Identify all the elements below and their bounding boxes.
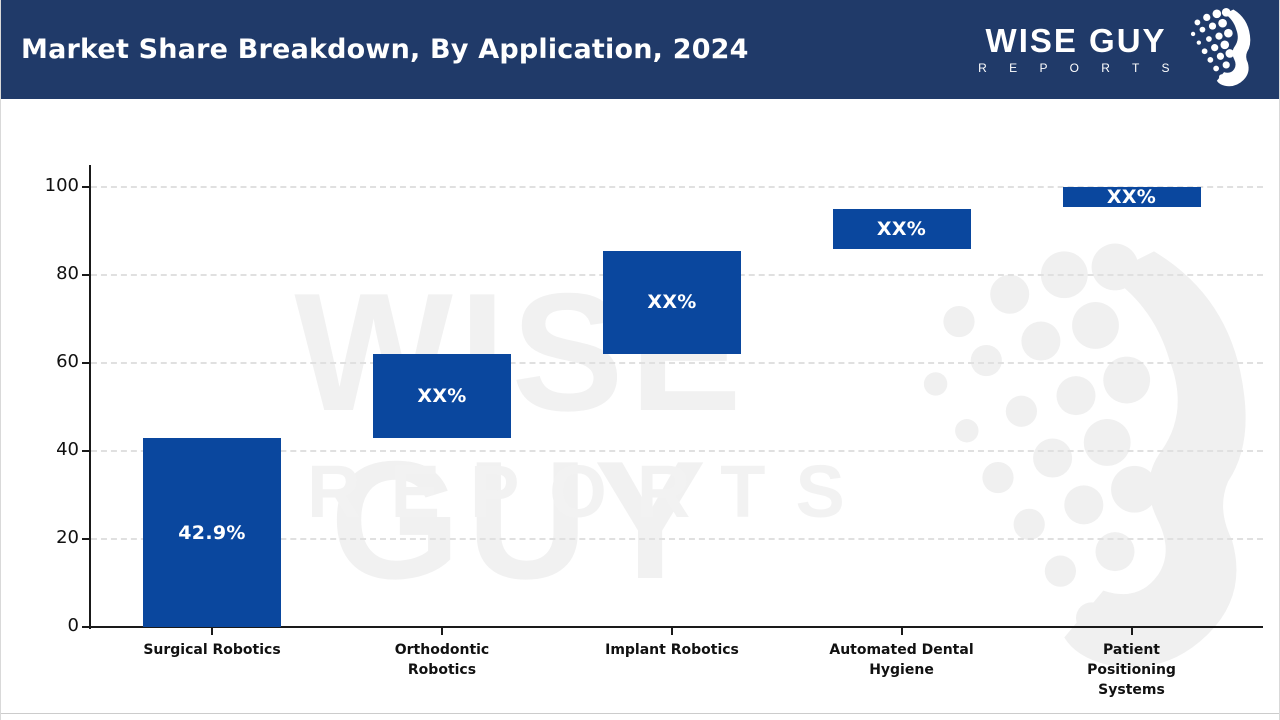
bottom-divider	[1, 713, 1279, 714]
page-title: Market Share Breakdown, By Application, …	[21, 34, 749, 65]
y-tick-label-60: 60	[56, 351, 79, 372]
bar-value-label-2: XX%	[417, 384, 467, 407]
y-tick-60	[82, 362, 91, 364]
x-category-label-4: Automated Dental Hygiene	[829, 642, 974, 678]
x-axis-spine	[89, 626, 1263, 628]
x-tick-4	[900, 628, 903, 635]
gridline-100	[91, 186, 1263, 188]
x-tick-5	[1130, 628, 1133, 635]
bar-value-label-5: XX%	[1106, 185, 1157, 208]
y-tick-label-40: 40	[56, 439, 79, 460]
y-tick-80	[82, 274, 91, 276]
bar-1: 42.9%	[143, 438, 281, 627]
x-tick-3	[671, 628, 673, 635]
gridline-60	[91, 362, 1263, 364]
brand-logo: WISE GUY R E P O R T S	[973, 6, 1255, 94]
y-tick-0	[82, 626, 91, 628]
gridline-20	[91, 538, 1263, 540]
y-tick-label-0: 0	[67, 615, 79, 636]
gridline-40	[91, 450, 1263, 452]
x-category-label-2: Orthodontic Robotics	[394, 642, 490, 678]
bar-4: XX%	[832, 209, 971, 249]
y-tick-label-80: 80	[56, 263, 79, 284]
y-tick-20	[82, 538, 91, 540]
bar-value-label-4: XX%	[876, 217, 927, 240]
y-axis-spine	[89, 165, 91, 629]
bar-5: XX%	[1062, 185, 1201, 208]
bar-3: XX%	[603, 250, 741, 355]
bar-value-label-1: 42.9%	[178, 521, 246, 544]
bar-value-label-3: XX%	[647, 291, 697, 314]
x-category-label-3: Implant Robotics	[605, 642, 739, 658]
logo-face-icon	[1183, 6, 1255, 94]
x-category-label-5: Patient Positioning Systems	[1087, 642, 1176, 698]
x-tick-1	[211, 628, 213, 635]
x-tick-2	[441, 628, 443, 635]
x-category-label-1: Surgical Robotics	[143, 642, 281, 658]
brand-name: WISE GUY	[985, 22, 1167, 59]
y-tick-label-100: 100	[44, 175, 79, 196]
y-tick-40	[82, 450, 91, 452]
brand-logo-text: WISE GUY R E P O R T S	[973, 24, 1179, 75]
header-band: Market Share Breakdown, By Application, …	[1, 0, 1279, 99]
y-tick-label-20: 20	[56, 527, 79, 548]
brand-subtitle: R E P O R T S	[978, 61, 1179, 75]
bar-2: XX%	[373, 354, 511, 438]
y-tick-100	[82, 186, 91, 188]
